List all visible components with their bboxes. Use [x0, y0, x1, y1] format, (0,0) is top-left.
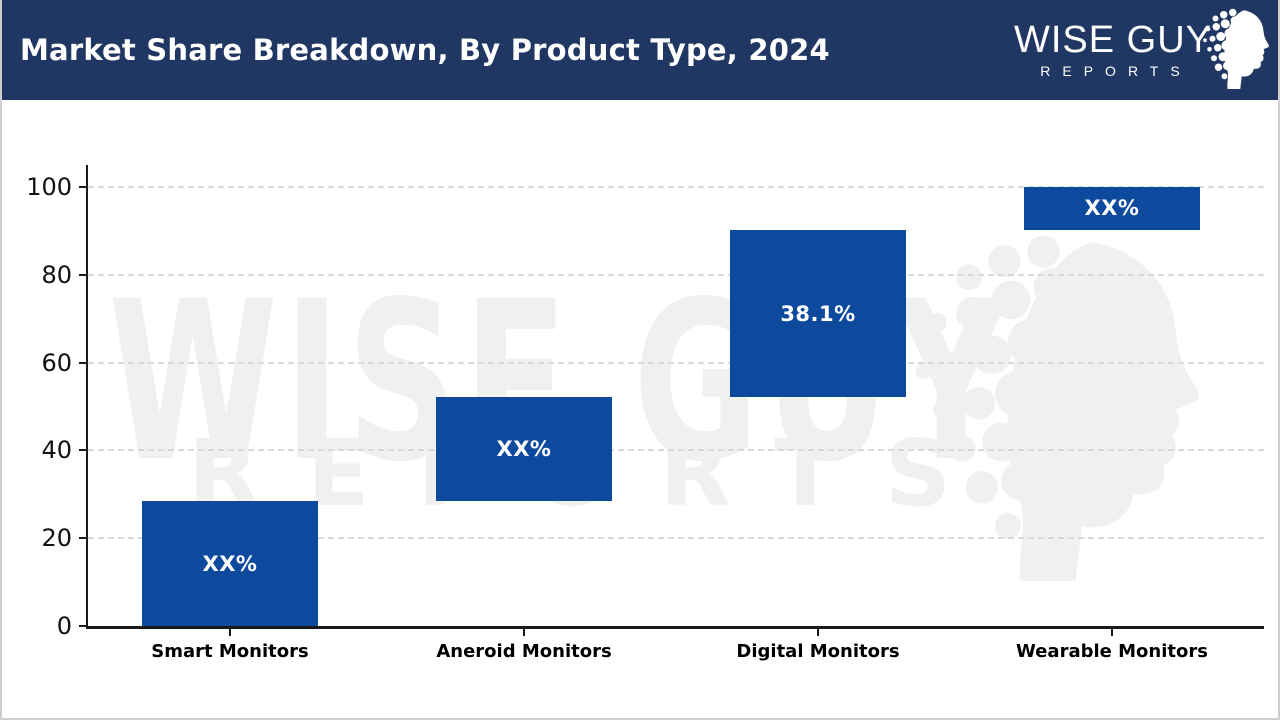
y-tick-label-0: 0 — [56, 612, 72, 640]
bar-value-label-0: XX% — [202, 551, 258, 576]
y-tick-label-60: 60 — [41, 348, 72, 377]
bar-smart-monitors: XX% — [142, 501, 318, 626]
x-tick-0 — [229, 629, 231, 636]
page-border-right — [1278, 0, 1280, 720]
x-tick-label-1: Aneroid Monitors — [436, 641, 612, 662]
bar-wearable-monitors: XX% — [1024, 186, 1200, 230]
gridline-100 — [88, 185, 1264, 188]
y-tick-20 — [79, 537, 87, 540]
brand-logo: WISE GUY REPORTS — [1014, 8, 1272, 92]
y-tick-0 — [79, 625, 87, 627]
bar-value-label-2: 38.1% — [780, 301, 856, 326]
bar-digital-monitors: 38.1% — [730, 229, 906, 398]
y-tick-label-20: 20 — [41, 524, 72, 553]
gridline-20 — [88, 537, 1264, 540]
page-border-left — [0, 0, 2, 720]
gridline-80 — [88, 273, 1264, 276]
x-tick-label-3: Wearable Monitors — [1016, 641, 1208, 662]
y-tick-80 — [79, 273, 87, 276]
y-tick-60 — [79, 361, 87, 364]
y-tick-label-100: 100 — [26, 172, 72, 201]
y-axis-line — [86, 165, 88, 628]
y-tick-label-80: 80 — [41, 260, 72, 289]
x-axis-line — [86, 626, 1264, 629]
bar-aneroid-monitors: XX% — [436, 397, 612, 502]
x-tick-1 — [523, 629, 525, 636]
brand-logo-text: WISE GUY REPORTS — [1014, 21, 1212, 79]
bar-value-label-1: XX% — [496, 437, 552, 462]
x-tick-label-2: Digital Monitors — [736, 641, 900, 662]
dotted-head-icon — [1203, 8, 1269, 89]
x-tick-2 — [817, 629, 819, 636]
page-border-bottom — [0, 718, 1280, 720]
brand-subtitle: REPORTS — [1040, 63, 1192, 79]
x-tick-3 — [1111, 629, 1113, 636]
gridline-40 — [88, 449, 1264, 452]
header-bar: Market Share Breakdown, By Product Type,… — [0, 0, 1280, 100]
y-tick-label-40: 40 — [41, 436, 72, 465]
watermark-head-icon — [915, 235, 1199, 581]
brand-name: WISE GUY — [1013, 19, 1212, 61]
y-tick-40 — [79, 449, 87, 452]
y-tick-100 — [79, 185, 87, 188]
chart-title: Market Share Breakdown, By Product Type,… — [20, 33, 830, 67]
gridline-60 — [88, 361, 1264, 364]
x-tick-label-0: Smart Monitors — [151, 641, 309, 662]
bar-value-label-3: XX% — [1084, 196, 1140, 221]
